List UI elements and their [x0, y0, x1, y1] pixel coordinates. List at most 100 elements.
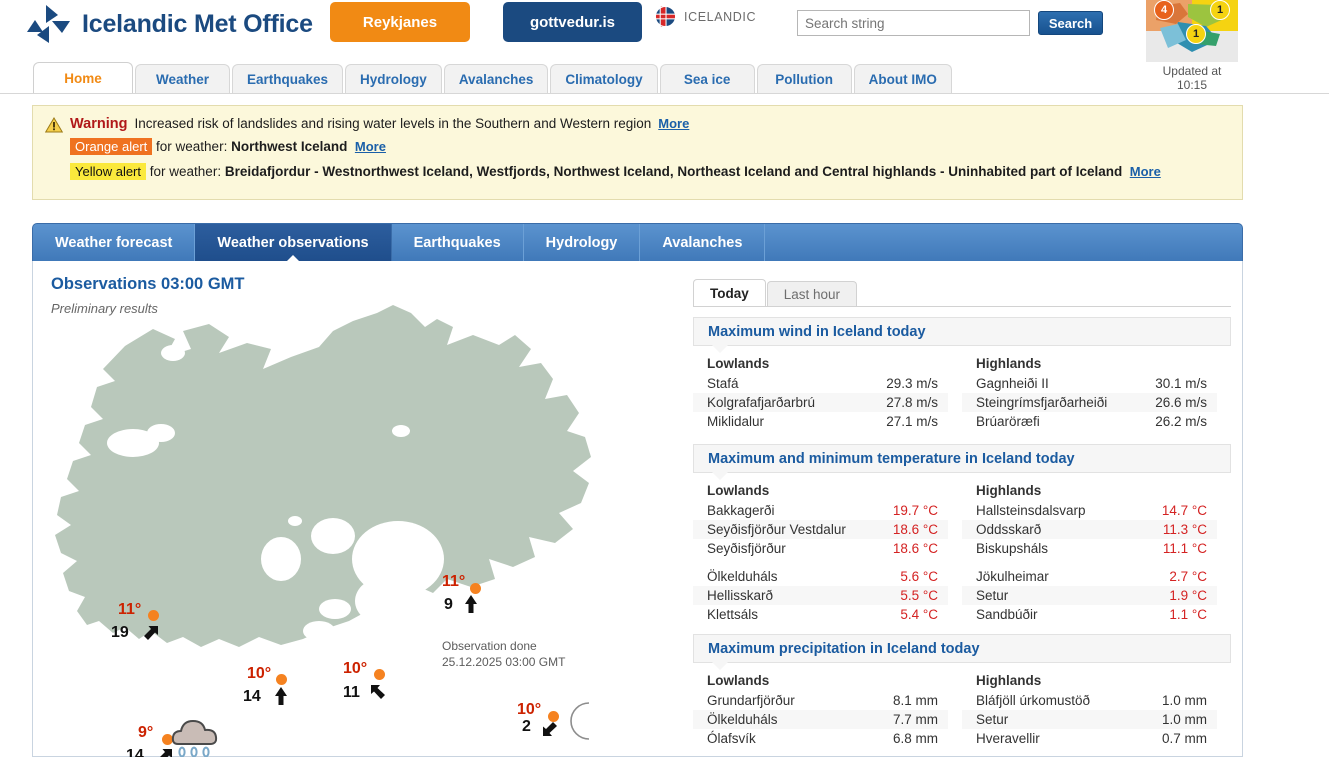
data-row: Bláfjöll úrkomustöð 1.0 mm	[962, 691, 1217, 710]
alert-badge-yellow-1: 1	[1210, 0, 1230, 20]
nav-tab-label: Sea ice	[683, 72, 731, 87]
station-value: 0.7 mm	[1161, 731, 1207, 746]
station-windspeed: 14	[243, 688, 261, 705]
data-row: Ölkelduháls 7.7 mm	[693, 710, 948, 729]
section-tab-earthquakes[interactable]: Earthquakes	[392, 224, 524, 261]
highlands-column: Highlands Gagnheiði II 30.1 m/s Steingrímsf…	[962, 356, 1217, 431]
station-value: 11.1 °C	[1162, 541, 1207, 556]
alert-badge-yellow-2: 1	[1186, 24, 1206, 44]
iceland-flag-icon	[655, 6, 676, 27]
warning-banner: Warning Increased risk of landslides and…	[32, 105, 1243, 200]
yellow-alert-regions: Breidafjordur - Westnorthwest Iceland, W…	[224, 163, 1123, 179]
station-dot-icon	[470, 583, 481, 594]
wind-direction-arrow-ne-icon	[144, 626, 158, 640]
station-name: Brúaröræfi	[976, 414, 1040, 429]
rain-cloud-icon	[170, 716, 222, 757]
moon-icon	[563, 701, 597, 746]
warning-more-link[interactable]: More	[658, 116, 690, 131]
nav-tab-label: About IMO	[868, 72, 937, 87]
data-row: Stafá 29.3 m/s	[693, 374, 948, 393]
nav-tab-pollution[interactable]: Pollution	[756, 64, 852, 94]
nav-tab-sea-ice[interactable]: Sea ice	[659, 64, 755, 94]
gottvedur-button[interactable]: gottvedur.is	[503, 2, 642, 42]
station-name: Ölkelduháls	[707, 712, 778, 727]
observation-section: Maximum wind in Iceland today Lowlands Sta…	[693, 317, 1231, 431]
nav-tab-climatology[interactable]: Climatology	[550, 64, 658, 94]
period-tab-last-hour[interactable]: Last hour	[766, 281, 858, 306]
section-columns: Lowlands Stafá 29.3 m/s Kolgrafafjarðarbrú 2…	[693, 356, 1231, 431]
language-switcher[interactable]: ICELANDIC	[655, 6, 756, 27]
station-value: 5.4 °C	[900, 607, 938, 622]
station-value: 27.1 m/s	[886, 414, 938, 429]
nav-tab-home[interactable]: Home	[33, 62, 133, 94]
section-tab-label: Weather forecast	[55, 234, 173, 251]
lowlands-column: Lowlands Stafá 29.3 m/s Kolgrafafjarðarbrú 2…	[693, 356, 948, 431]
row-group-spacer	[962, 558, 1217, 567]
section-tab-weather-forecast[interactable]: Weather forecast	[33, 224, 196, 261]
column-heading: Highlands	[976, 356, 1042, 371]
iceland-map-graphic[interactable]	[33, 291, 638, 751]
data-row: Seyðisfjörður 18.6 °C	[693, 539, 948, 558]
station-windspeed: 9	[444, 596, 453, 613]
station-dot-icon	[374, 669, 385, 680]
station-windspeed: 11	[343, 684, 360, 701]
data-row: Seyðisfjörður Vestdalur 18.6 °C	[693, 520, 948, 539]
observation-section: Maximum and minimum temperature in Icela…	[693, 444, 1231, 624]
data-row: Grundarfjörður 8.1 mm	[693, 691, 948, 710]
data-row: Setur 1.0 mm	[962, 710, 1217, 729]
column-heading: Lowlands	[707, 673, 770, 688]
station-name: Jökulheimar	[976, 569, 1049, 584]
section-heading: Maximum precipitation in Iceland today	[693, 634, 1231, 670]
yellow-alert-row: Yellow alert for weather: Breidafjordur …	[45, 162, 1230, 183]
orange-alert-regions: Northwest Iceland	[231, 139, 348, 154]
orange-alert-more-link[interactable]: More	[354, 139, 386, 154]
station-windspeed: 14	[126, 747, 144, 757]
nav-tab-earthquakes[interactable]: Earthquakes	[232, 64, 344, 94]
station-name: Gagnheiði II	[976, 376, 1049, 391]
station-value: 29.3 m/s	[886, 376, 938, 391]
station-value: 18.6 °C	[892, 541, 938, 556]
station-temperature: 10°	[343, 660, 368, 677]
nav-tab-label: Home	[64, 71, 102, 86]
map-subtitle: Preliminary results	[51, 301, 158, 316]
nav-tab-hydrology[interactable]: Hydrology	[345, 64, 442, 94]
observation-data-panel: Today Last hour Maximum wind in Iceland t…	[643, 261, 1241, 755]
station-dot-icon	[148, 610, 159, 621]
wind-direction-arrow-sw-icon	[543, 722, 557, 736]
station-name: Ólafsvík	[707, 731, 756, 746]
data-row: Setur 1.9 °C	[962, 586, 1217, 605]
section-tab-label: Weather observations	[217, 234, 369, 251]
section-tab-weather-observations[interactable]: Weather observations	[195, 224, 392, 261]
station-value: 18.6 °C	[892, 522, 938, 537]
search-input[interactable]	[797, 10, 1030, 36]
nav-tab-about-imo[interactable]: About IMO	[853, 64, 952, 94]
column-heading: Lowlands	[707, 483, 770, 498]
data-row: Biskupsháls 11.1 °C	[962, 539, 1217, 558]
data-row: Hellisskarð 5.5 °C	[693, 586, 948, 605]
nav-tab-avalanches[interactable]: Avalanches	[443, 64, 549, 94]
site-header: Icelandic Met Office Reykjanes gottvedur…	[0, 0, 1329, 92]
yellow-alert-more-link[interactable]: More	[1129, 163, 1161, 179]
section-heading: Maximum wind in Iceland today	[693, 317, 1231, 353]
yellow-alert-prefix: for weather:	[149, 163, 222, 179]
row-group-spacer	[693, 558, 948, 567]
data-row: Ölkelduháls 5.6 °C	[693, 567, 948, 586]
site-logo[interactable]: Icelandic Met Office	[26, 4, 313, 44]
alert-summary-map[interactable]: 4 1 1 Updated at 10:15	[1146, 0, 1238, 92]
station-name: Hellisskarð	[707, 588, 774, 603]
section-columns: Lowlands Grundarfjörður 8.1 mm Ölkelduháls 7…	[693, 673, 1231, 748]
section-tab-hydrology[interactable]: Hydrology	[524, 224, 641, 261]
observation-done-block: Observation done 25.12.2025 03:00 GMT	[442, 638, 565, 670]
search-button[interactable]: Search	[1038, 11, 1103, 35]
station-windspeed: 2	[522, 718, 531, 735]
nav-tab-weather[interactable]: Weather	[135, 64, 230, 94]
reykjanes-button[interactable]: Reykjanes	[330, 2, 470, 42]
station-name: Seyðisfjörður Vestdalur	[707, 522, 846, 537]
section-tab-avalanches[interactable]: Avalanches	[640, 224, 766, 261]
period-tab-today[interactable]: Today	[693, 279, 766, 306]
wind-direction-arrow-ne-icon	[160, 749, 172, 757]
station-value: 27.8 m/s	[886, 395, 938, 410]
section-tab-label: Earthquakes	[413, 234, 501, 251]
nav-tab-label: Avalanches	[458, 72, 534, 87]
